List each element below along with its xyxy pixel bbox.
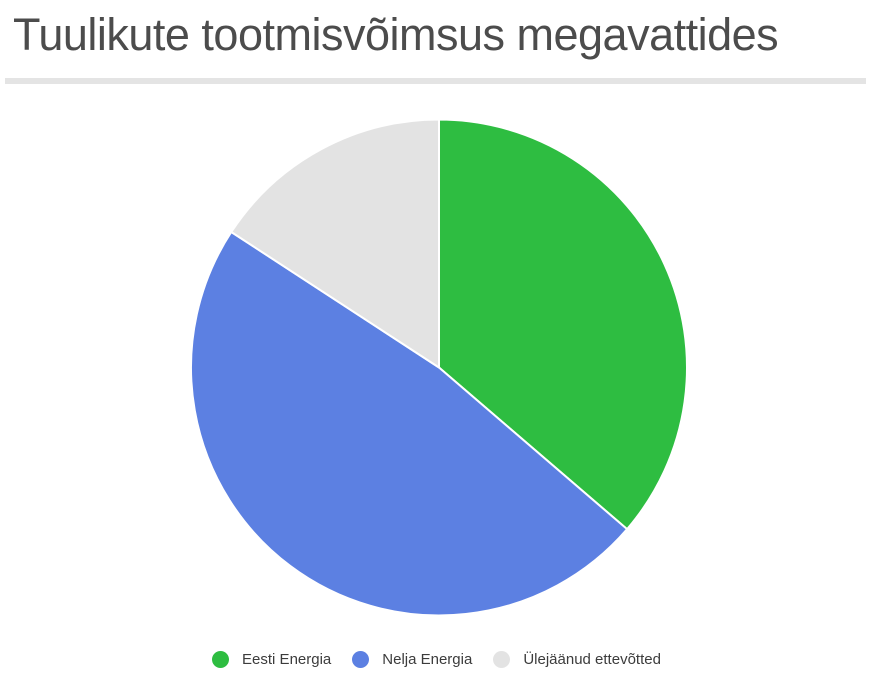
pie-slice-eesti-energia[interactable]	[438, 118, 688, 531]
chart-title: Tuulikute tootmisvõimsus megavattides	[13, 9, 779, 60]
pie-slice-nelja-energia[interactable]	[190, 230, 629, 617]
legend-swatch-icon	[493, 651, 511, 668]
chart-card: Tuulikute tootmisvõimsus megavattides Ee…	[0, 8, 873, 685]
legend-item-ulejaanud-ettevotted[interactable]: Ülejäänud ettevõtted	[493, 651, 661, 668]
legend-swatch-icon	[352, 651, 370, 668]
legend-label-eesti-energia: Eesti Energia	[242, 651, 332, 668]
pie-chart-area	[0, 96, 873, 644]
legend-swatch-icon	[212, 651, 230, 668]
pie-chart	[190, 118, 688, 617]
legend-label-nelja-energia: Nelja Energia	[382, 651, 473, 668]
legend-label-ulejaanud-ettevotted: Ülejäänud ettevõtted	[523, 651, 661, 668]
legend: Eesti Energia Nelja Energia Ülejäänud et…	[0, 651, 873, 668]
legend-item-nelja-energia[interactable]: Nelja Energia	[352, 651, 472, 668]
title-divider	[5, 78, 866, 84]
pie-slice-ulejaanud-ettevotted[interactable]	[230, 118, 440, 369]
legend-item-eesti-energia[interactable]: Eesti Energia	[212, 651, 331, 668]
